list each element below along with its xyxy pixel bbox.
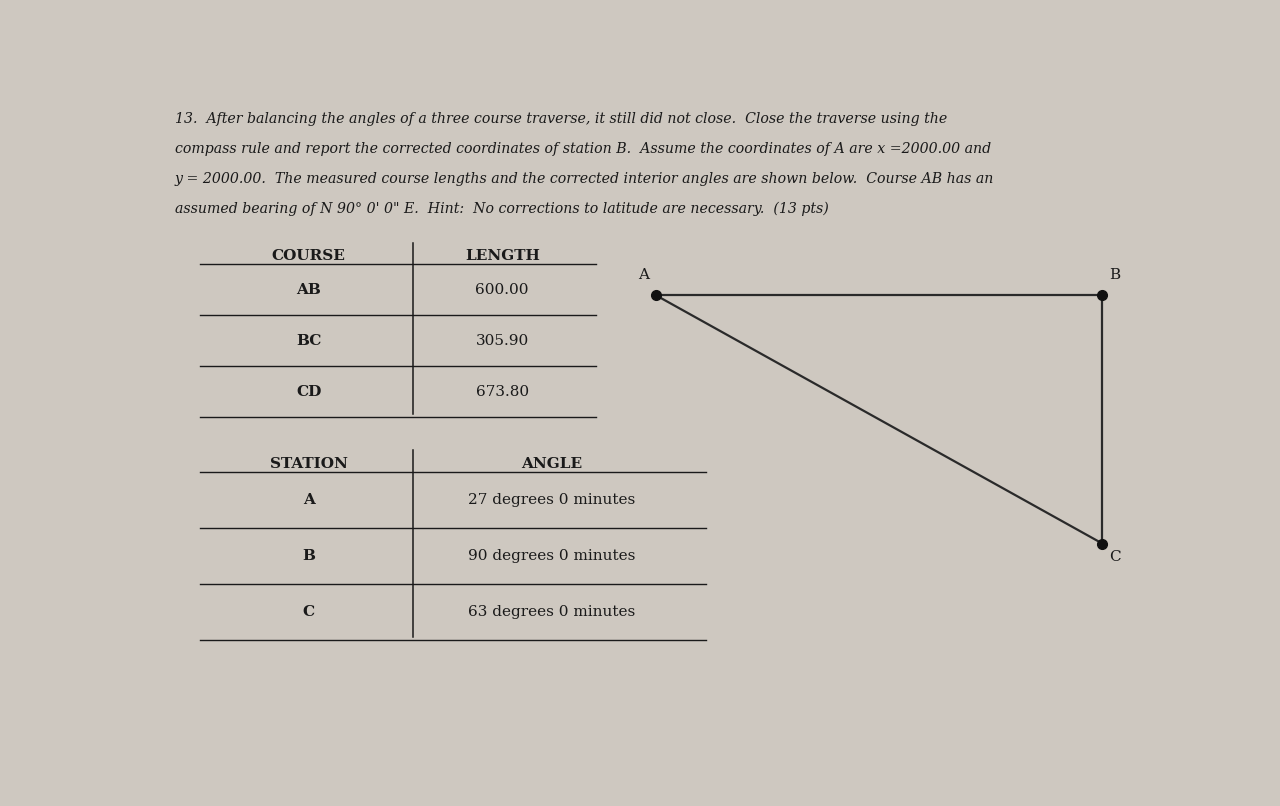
Text: 90 degrees 0 minutes: 90 degrees 0 minutes: [468, 549, 636, 563]
Text: 13.  After balancing the angles of a three course traverse, it still did not clo: 13. After balancing the angles of a thre…: [175, 112, 947, 127]
Text: COURSE: COURSE: [271, 249, 346, 263]
Text: AB: AB: [297, 283, 321, 297]
Text: LENGTH: LENGTH: [465, 249, 540, 263]
Text: B: B: [302, 549, 315, 563]
Text: B: B: [1108, 268, 1120, 281]
Text: BC: BC: [296, 334, 321, 347]
Text: compass rule and report the corrected coordinates of station B.  Assume the coor: compass rule and report the corrected co…: [175, 142, 991, 156]
Text: 600.00: 600.00: [475, 283, 529, 297]
Text: y = 2000.00.  The measured course lengths and the corrected interior angles are : y = 2000.00. The measured course lengths…: [175, 172, 995, 186]
Text: C: C: [303, 604, 315, 619]
Text: 673.80: 673.80: [476, 384, 529, 398]
Text: A: A: [639, 268, 649, 281]
Text: CD: CD: [296, 384, 321, 398]
Text: C: C: [1108, 550, 1120, 564]
Text: 305.90: 305.90: [476, 334, 529, 347]
Text: 63 degrees 0 minutes: 63 degrees 0 minutes: [468, 604, 635, 619]
Text: assumed bearing of N 90° 0' 0" E.  Hint:  No corrections to latitude are necessa: assumed bearing of N 90° 0' 0" E. Hint: …: [175, 202, 828, 216]
Text: ANGLE: ANGLE: [521, 457, 582, 471]
Text: STATION: STATION: [270, 457, 348, 471]
Text: A: A: [303, 493, 315, 507]
Text: 27 degrees 0 minutes: 27 degrees 0 minutes: [468, 493, 635, 507]
